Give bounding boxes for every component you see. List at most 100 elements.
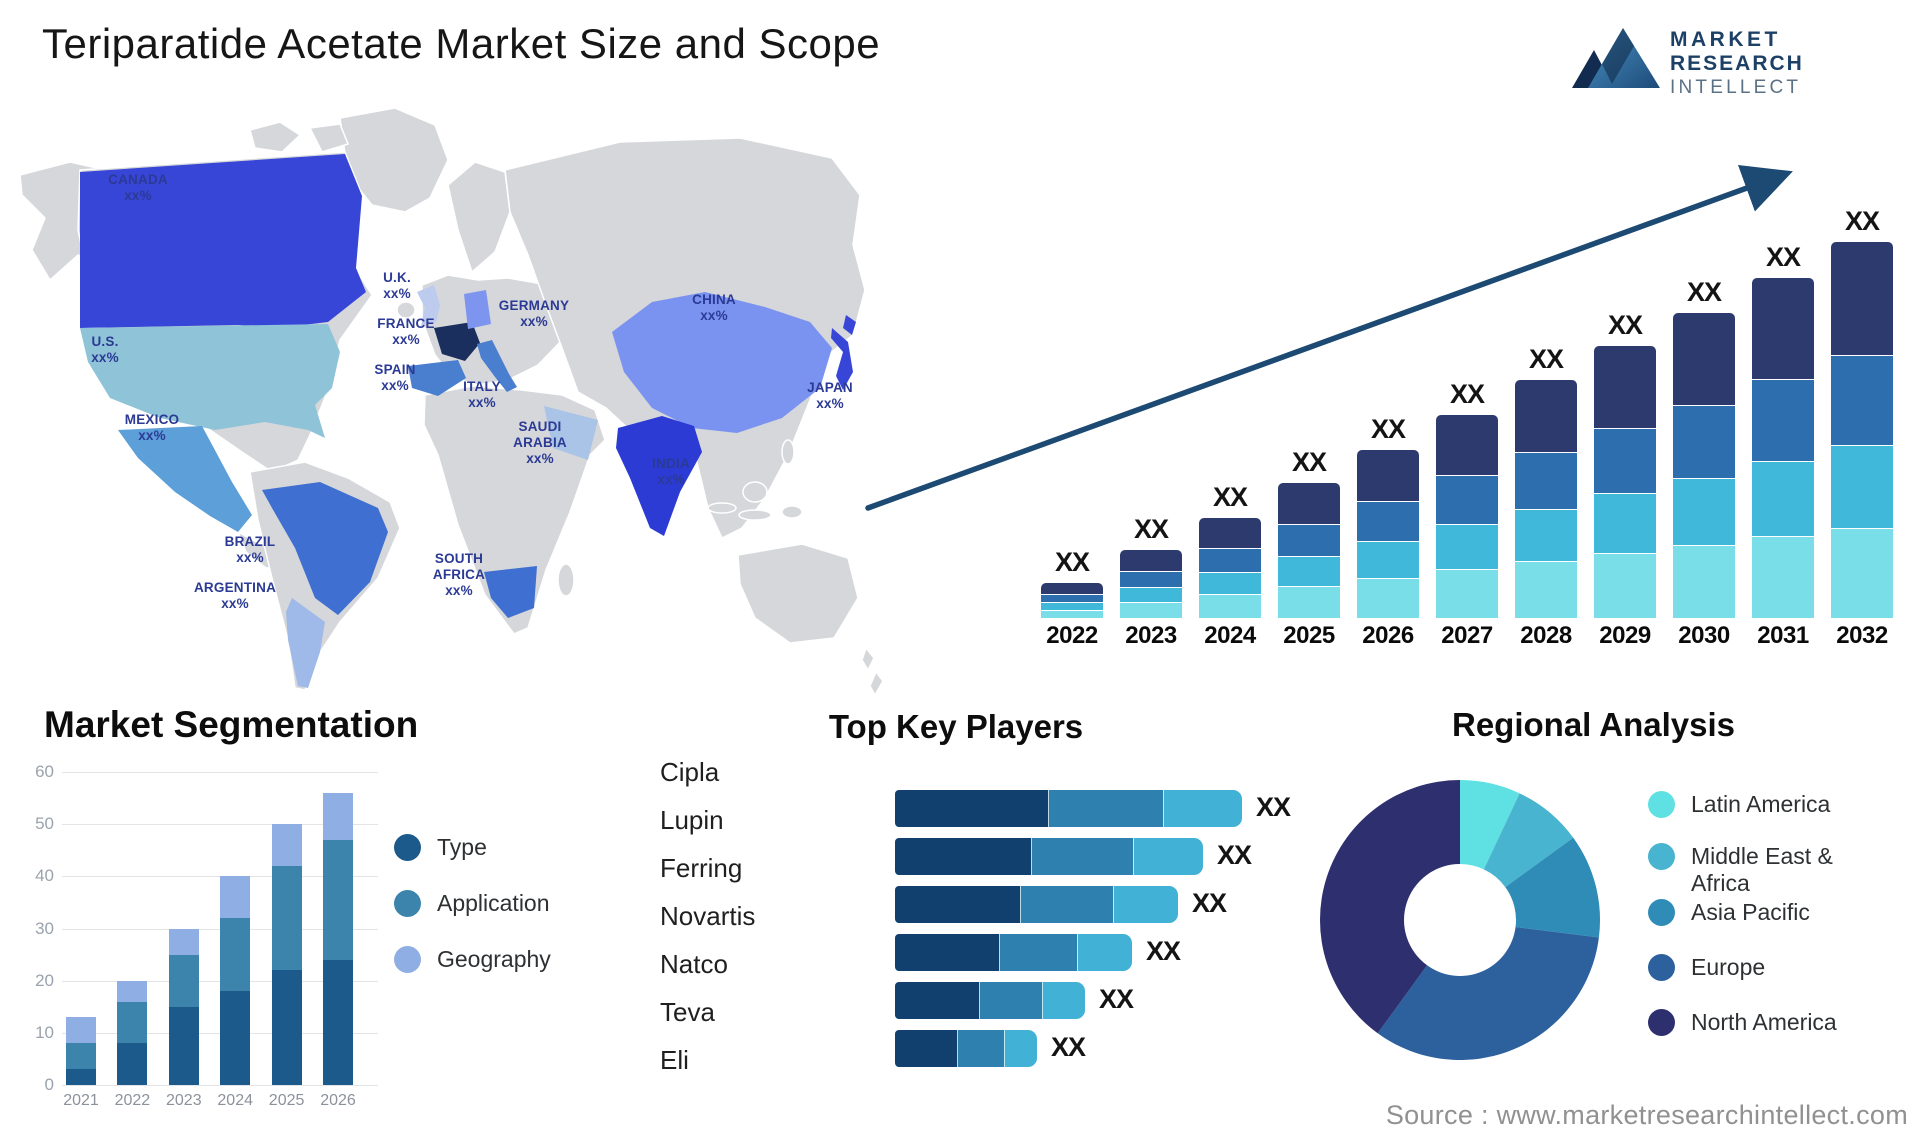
legend-swatch [1648, 843, 1675, 870]
forecast-bar-segment [1436, 415, 1498, 475]
year-label: 2026 [1362, 622, 1414, 649]
player-bar-segment [1004, 1030, 1037, 1067]
x-axis-tick: 2024 [217, 1092, 253, 1109]
gridline [62, 980, 378, 982]
map-label-mexico: MEXICO xx% [124, 412, 180, 443]
gridline [62, 1032, 378, 1034]
player-bar [895, 838, 1203, 875]
bar-value-label: XX [1099, 984, 1134, 1014]
market-segmentation-title: Market Segmentation [44, 704, 419, 745]
gridline [62, 772, 378, 773]
donut-slice-europe [1377, 927, 1599, 1061]
map-label-brazil: BRAZIL xx% [224, 534, 276, 565]
forecast-bar-segment [1199, 518, 1261, 548]
forecast-bar-segment [1041, 602, 1103, 610]
forecast-bar-segment [1199, 594, 1261, 618]
segmentation-bar-segment [117, 980, 148, 1002]
x-axis-tick: 2026 [320, 1092, 356, 1109]
segmentation-bar-segment [323, 839, 353, 960]
segmentation-bar-segment [117, 1043, 148, 1085]
bar-value-label: XX [1217, 840, 1252, 870]
legend-swatch [394, 946, 421, 973]
player-name: Teva [660, 997, 715, 1027]
top-key-players-title: Top Key Players [828, 708, 1084, 745]
forecast-bar-segment [1120, 571, 1182, 587]
forecast-bar-segment [1120, 550, 1182, 571]
player-name: Novartis [660, 901, 756, 931]
segmentation-bar [220, 772, 251, 1085]
forecast-bar-segment [1120, 587, 1182, 602]
legend-label: Geography [437, 946, 551, 972]
forecast-bar [1752, 278, 1814, 618]
legend-item-type: Type [394, 834, 614, 861]
forecast-bar-segment [1436, 524, 1498, 569]
gridline [62, 1085, 378, 1086]
logo-mark-icon: MARKET RESEARCH INTELLECT [1572, 28, 1804, 98]
year-label: 2023 [1125, 622, 1177, 649]
map-label-france: FRANCE xx% [377, 316, 435, 347]
svg-text:RESEARCH: RESEARCH [1670, 52, 1804, 75]
trend-arrow-icon [865, 164, 1793, 511]
player-bar [895, 790, 1242, 827]
bar-value-label: XX [1291, 447, 1327, 477]
forecast-bar [1673, 313, 1735, 618]
player-bar [895, 886, 1178, 923]
player-bar-segment [957, 1030, 1004, 1067]
map-country-india [616, 416, 702, 536]
forecast-bar [1278, 483, 1340, 618]
legend-swatch [1648, 1009, 1675, 1036]
segmentation-bar [168, 772, 199, 1085]
player-bar-segment [1077, 934, 1132, 971]
forecast-bar-segment [1831, 355, 1893, 445]
map-region-scandinavia [447, 161, 511, 274]
segmentation-bar-segment [66, 1043, 96, 1070]
map-label-germany: GERMANY xx% [498, 298, 570, 329]
bar-value-label: XX [1844, 206, 1880, 236]
forecast-bar-segment [1436, 475, 1498, 524]
year-label: 2027 [1441, 622, 1493, 649]
legend-label: Asia Pacific [1691, 899, 1810, 925]
forecast-bar-segment [1436, 569, 1498, 618]
segmentation-bar-segment [117, 1001, 148, 1044]
x-axis-tick: 2025 [268, 1092, 305, 1109]
bar-value-label: XX [1765, 242, 1801, 272]
year-label: 2029 [1599, 622, 1651, 649]
segmentation-bar-segment [323, 792, 353, 840]
segmentation-bar [323, 772, 353, 1085]
map-label-south-africa: SOUTH AFRICA xx% [432, 551, 486, 598]
y-axis-tick: 20 [35, 970, 54, 990]
gridline [62, 876, 378, 878]
map-label-china: CHINA xx% [692, 292, 736, 323]
legend-label: Middle East & Africa [1691, 843, 1833, 896]
market-forecast-chart: XX 2022 XX 2023 XX 2024 XX 2025 XX 2026 XX 2027 XX 20… [1041, 206, 1893, 649]
gridline [62, 928, 378, 930]
donut-slice-asia-pacific [1505, 837, 1601, 938]
bar-value-label: XX [1528, 344, 1564, 374]
forecast-bar-segment [1120, 602, 1182, 618]
forecast-bar-segment [1357, 450, 1419, 501]
player-bar-segment [1133, 838, 1203, 875]
map-label-india: INDIA xx% [652, 456, 690, 487]
map-country-saudi-arabia [544, 406, 598, 460]
player-bar-segment [999, 934, 1077, 971]
forecast-bar-segment [1594, 553, 1656, 618]
player-bar-segment [1163, 790, 1242, 827]
svg-text:INTELLECT: INTELLECT [1670, 77, 1801, 98]
svg-text:MARKET: MARKET [1670, 28, 1781, 51]
year-label: 2031 [1757, 622, 1809, 649]
forecast-bar-segment [1357, 578, 1419, 618]
forecast-bar [1041, 583, 1103, 618]
forecast-bar-segment [1752, 278, 1814, 379]
market-segmentation-chart: 0 10 20 30 40 50 60 2021 2022 2023 2024 2025 2026 Typ… [0, 0, 700, 1146]
player-bar-segment [895, 982, 979, 1019]
segmentation-bar-segment [271, 970, 302, 1085]
year-label: 2028 [1520, 622, 1572, 649]
forecast-bar-segment [1673, 478, 1735, 545]
forecast-bar-segment [1278, 586, 1340, 618]
segmentation-bar-segment [168, 954, 199, 1007]
map-country-japan [831, 328, 853, 390]
map-country-us [80, 324, 340, 438]
forecast-bar-segment [1515, 561, 1577, 618]
forecast-bar-segment [1673, 313, 1735, 405]
